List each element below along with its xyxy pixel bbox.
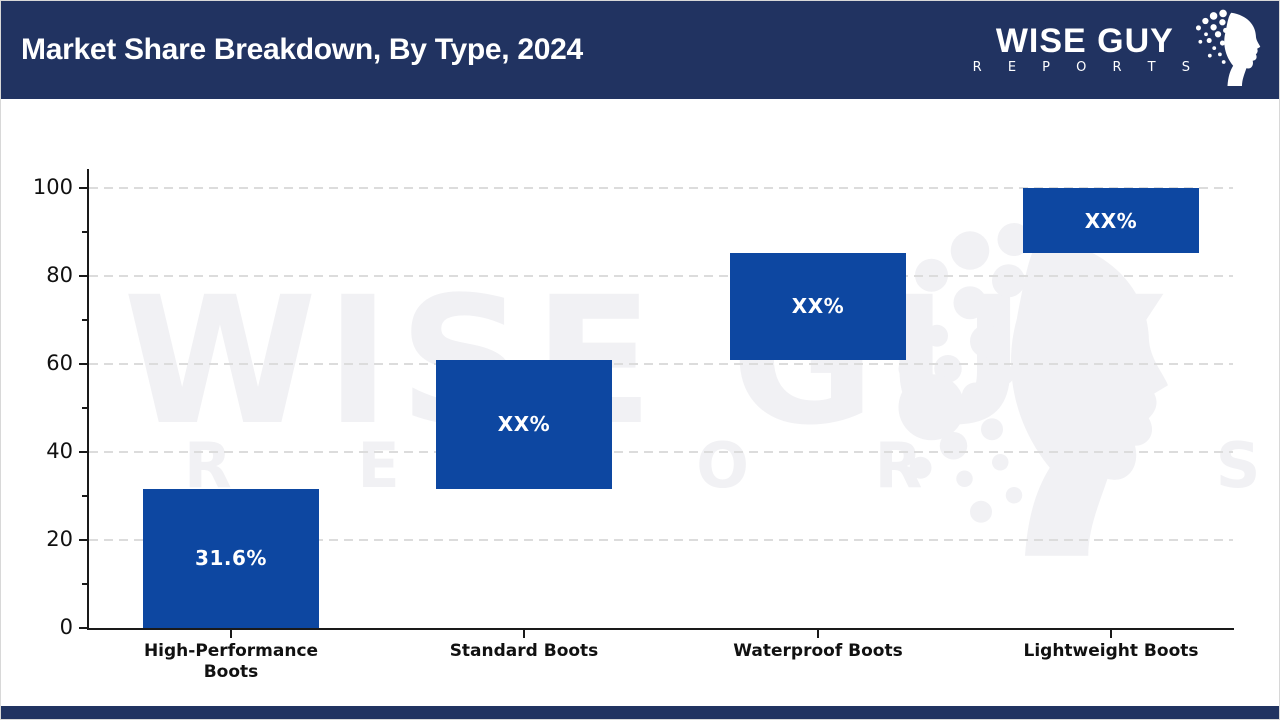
y-minor-tick [82,583,87,585]
y-tick-label: 0 [59,615,73,639]
x-tick [523,630,525,638]
bar-value-label: 31.6% [195,546,267,571]
y-tick-label: 100 [32,175,73,199]
x-category-label: Waterproof Boots [733,641,903,661]
bar-value-label: XX% [497,412,551,437]
logo-dotted-head-icon [1195,9,1261,86]
gridline [89,451,1233,453]
y-major-tick [79,363,87,365]
x-tick [230,630,232,638]
x-tick [1110,630,1112,638]
wiseguy-logo: WISE GUY R E P O R T S [969,7,1269,93]
gridline [89,275,1233,277]
page-title: Market Share Breakdown, By Type, 2024 [21,33,583,66]
y-major-tick [79,539,87,541]
x-category-label: Standard Boots [449,641,599,661]
bar: 31.6% [143,488,319,628]
logo-wordmark: WISE GUY [995,22,1174,60]
gridline [89,539,1233,541]
bar: XX% [730,253,906,360]
y-minor-tick [82,231,87,233]
logo-text: WISE GUY R E P O R T S [969,23,1201,77]
y-tick-label: 60 [46,351,73,375]
y-major-tick [79,187,87,189]
gridline [89,363,1233,365]
y-major-tick [79,451,87,453]
y-minor-tick [82,407,87,409]
x-category-label: High-Performance Boots [143,641,319,682]
y-tick-label: 20 [46,527,73,551]
x-axis-line [87,628,1234,630]
gridline [89,187,1233,189]
logo-subtitle: R E P O R T S [972,60,1201,75]
x-tick [817,630,819,638]
x-category-label: Lightweight Boots [1023,641,1199,661]
bar: XX% [436,359,612,489]
footer-bar [1,706,1279,719]
y-tick-label: 80 [46,263,73,287]
y-major-tick [79,627,87,629]
header-bar: Market Share Breakdown, By Type, 2024 WI… [1,1,1279,99]
bar: XX% [1023,188,1199,254]
y-axis-line [87,169,89,630]
y-minor-tick [82,319,87,321]
y-minor-tick [82,495,87,497]
watermark-dotted-head-icon [884,223,1168,556]
y-tick-label: 40 [46,439,73,463]
bar-value-label: XX% [1084,208,1138,233]
bar-value-label: XX% [791,294,845,319]
y-major-tick [79,275,87,277]
